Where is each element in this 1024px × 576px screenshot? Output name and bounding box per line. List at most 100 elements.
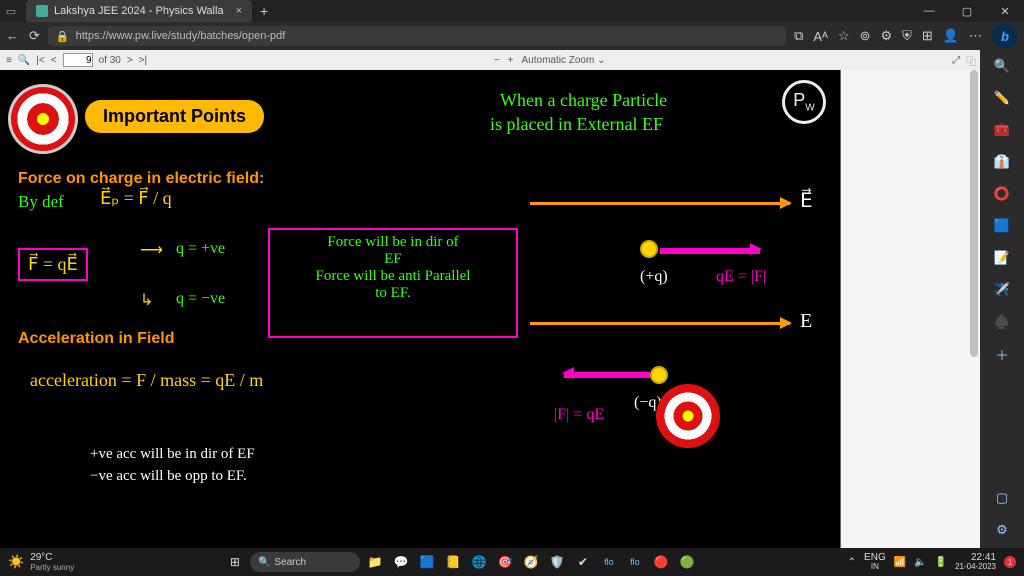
tab-overview-icon[interactable]: ▭ <box>0 0 22 22</box>
toolbar-icon[interactable]: ☆ <box>838 28 850 44</box>
handwriting-text: EF <box>278 251 508 268</box>
pdf-zoom-select[interactable]: Automatic Zoom ⌄ <box>522 55 606 66</box>
sidebar-tool-icon[interactable]: ✏️ <box>992 88 1012 108</box>
taskbar-app-icon[interactable]: 📒 <box>442 551 464 573</box>
pdf-prev-page-button[interactable]: < <box>51 55 57 66</box>
pdf-next-page-button[interactable]: > <box>127 55 133 66</box>
nav-back-button[interactable]: ← <box>6 28 19 44</box>
handwriting-text: Force will be anti Parallel <box>278 268 508 285</box>
window-maximize-button[interactable]: ▢ <box>948 0 986 22</box>
taskbar-app-icon[interactable]: 📁 <box>364 551 386 573</box>
bullseye-icon <box>8 84 78 154</box>
nav-reload-button[interactable]: ⟳ <box>29 28 40 44</box>
pw-logo: PW <box>782 80 826 124</box>
sidebar-tool-icon[interactable]: 👔 <box>992 152 1012 172</box>
toolbar-icon[interactable]: Aᴬ <box>813 29 828 44</box>
taskbar-app-icon[interactable]: 🟦 <box>416 551 438 573</box>
toolbar-icon[interactable]: ⛨ <box>902 28 912 44</box>
pdf-page-input[interactable] <box>63 53 93 67</box>
window-titlebar: ▭ Lakshya JEE 2024 - Physics Walla × + —… <box>0 0 1024 22</box>
taskbar-app-icon[interactable]: 💬 <box>390 551 412 573</box>
section-heading: Force on charge in electric field: <box>18 170 264 188</box>
charge-dot <box>650 366 668 384</box>
sidebar-bottom-icon[interactable]: ▢ <box>992 488 1012 508</box>
equation-box: F⃗ = qE⃗ <box>18 248 88 281</box>
url-text: https://www.pw.live/study/batches/open-p… <box>76 30 286 42</box>
section-heading: Acceleration in Field <box>18 330 174 348</box>
sidebar-tool-icon[interactable]: ✈️ <box>992 280 1012 300</box>
start-button[interactable]: ⊞ <box>224 551 246 573</box>
window-close-button[interactable]: ✕ <box>986 0 1024 22</box>
pdf-tool-icon[interactable]: ⤢ <box>952 55 960 66</box>
explanation-box: Force will be in dir of EF Force will be… <box>268 228 518 338</box>
force-arrow <box>564 372 650 378</box>
tray-volume-icon[interactable]: 🔈 <box>914 557 926 568</box>
search-placeholder: Search <box>274 557 306 568</box>
toolbar-icon[interactable]: ⚙ <box>880 28 892 44</box>
sidebar-settings-icon[interactable]: ⚙ <box>992 520 1012 540</box>
sidebar-tool-icon[interactable]: ♠️ <box>992 312 1012 332</box>
vector-label: E⃗ <box>800 188 813 213</box>
tray-date: 21-04-2023 <box>955 563 996 571</box>
notification-badge[interactable]: 1 <box>1004 556 1016 568</box>
handwriting-text: to EF. <box>278 285 508 302</box>
pdf-first-page-button[interactable]: |< <box>36 55 44 66</box>
pdf-page-count: of 30 <box>99 55 121 66</box>
taskbar-app-icon[interactable]: 🛡️ <box>546 551 568 573</box>
lock-icon: 🔒 <box>56 30 70 43</box>
weather-temp[interactable]: 29°C <box>30 552 74 563</box>
toolbar-icon[interactable]: ⊚ <box>860 28 871 44</box>
address-bar[interactable]: 🔒 https://www.pw.live/study/batches/open… <box>48 26 786 46</box>
taskbar-app-icon[interactable]: flo <box>598 551 620 573</box>
bing-icon[interactable]: b <box>992 23 1018 49</box>
pdf-zoom-out-button[interactable]: − <box>494 55 500 66</box>
pdf-last-page-button[interactable]: >| <box>139 55 147 66</box>
handwriting-note: is placed in External EF <box>490 114 663 135</box>
handwriting-text: By def <box>18 192 64 212</box>
sidebar-tool-icon[interactable]: 📝 <box>992 248 1012 268</box>
tray-battery-icon[interactable]: 🔋 <box>935 557 947 568</box>
toolbar-icon[interactable]: ⊞ <box>922 28 933 44</box>
tab-close-icon[interactable]: × <box>236 5 242 17</box>
toolbar-icon[interactable]: ⧉ <box>794 28 803 44</box>
sidebar-tool-icon[interactable]: ⭕ <box>992 184 1012 204</box>
sidebar-add-icon[interactable]: ＋ <box>992 344 1012 364</box>
taskbar-search[interactable]: 🔍Search <box>250 552 360 572</box>
pdf-tool-icon[interactable]: ⿻ <box>966 53 976 68</box>
taskbar-apps: ⊞ 🔍Search 📁 💬 🟦 📒 🌐 🎯 🧭 🛡️ ✔ flo flo 🔴 🟢 <box>224 551 698 573</box>
tray-expand-icon[interactable]: ⌃ <box>848 557 856 568</box>
more-icon[interactable]: ⋯ <box>969 28 982 44</box>
taskbar-app-icon[interactable]: flo <box>624 551 646 573</box>
profile-icon[interactable]: 👤 <box>943 28 959 44</box>
tray-region: IN <box>864 563 886 571</box>
taskbar-app-icon[interactable]: 🌐 <box>468 551 490 573</box>
sidebar-tool-icon[interactable]: 🧰 <box>992 120 1012 140</box>
equation-text: acceleration = F / mass = qE / m <box>30 370 263 391</box>
taskbar-app-icon[interactable]: 🟢 <box>676 551 698 573</box>
browser-tab[interactable]: Lakshya JEE 2024 - Physics Walla × <box>26 0 252 22</box>
toolbar-actions: ⧉ Aᴬ ☆ ⊚ ⚙ ⛨ ⊞ 👤 ⋯ b <box>794 23 1018 49</box>
equation-text: |F| = qE <box>554 406 604 424</box>
arrow-text: ↳ <box>140 290 153 310</box>
handwriting-text: Force will be in dir of <box>278 234 508 251</box>
taskbar-app-icon[interactable]: 🧭 <box>520 551 542 573</box>
tray-wifi-icon[interactable]: 📶 <box>894 557 906 568</box>
force-arrow <box>660 248 760 254</box>
handwriting-text: q = +ve <box>176 240 225 258</box>
slide-content: Important Points PW When a charge Partic… <box>0 70 840 548</box>
new-tab-button[interactable]: + <box>252 3 276 19</box>
sidebar-tool-icon[interactable]: 🟦 <box>992 216 1012 236</box>
taskbar-app-icon[interactable]: ✔ <box>572 551 594 573</box>
window-minimize-button[interactable]: — <box>910 0 948 22</box>
sidebar-search-icon[interactable]: 🔍 <box>992 56 1012 76</box>
taskbar-app-icon[interactable]: 🔴 <box>650 551 672 573</box>
scrollbar-thumb[interactable] <box>970 70 978 357</box>
taskbar-app-icon[interactable]: 🎯 <box>494 551 516 573</box>
field-arrow <box>530 202 790 205</box>
bullseye-icon <box>656 384 720 448</box>
pdf-zoom-in-button[interactable]: + <box>508 55 514 66</box>
pdf-menu-icon[interactable]: ≡ <box>6 55 12 66</box>
charge-label: (+q) <box>640 268 668 286</box>
pdf-find-icon[interactable]: 🔍 <box>18 55 30 66</box>
browser-toolbar: ← ⟳ 🔒 https://www.pw.live/study/batches/… <box>0 22 1024 50</box>
